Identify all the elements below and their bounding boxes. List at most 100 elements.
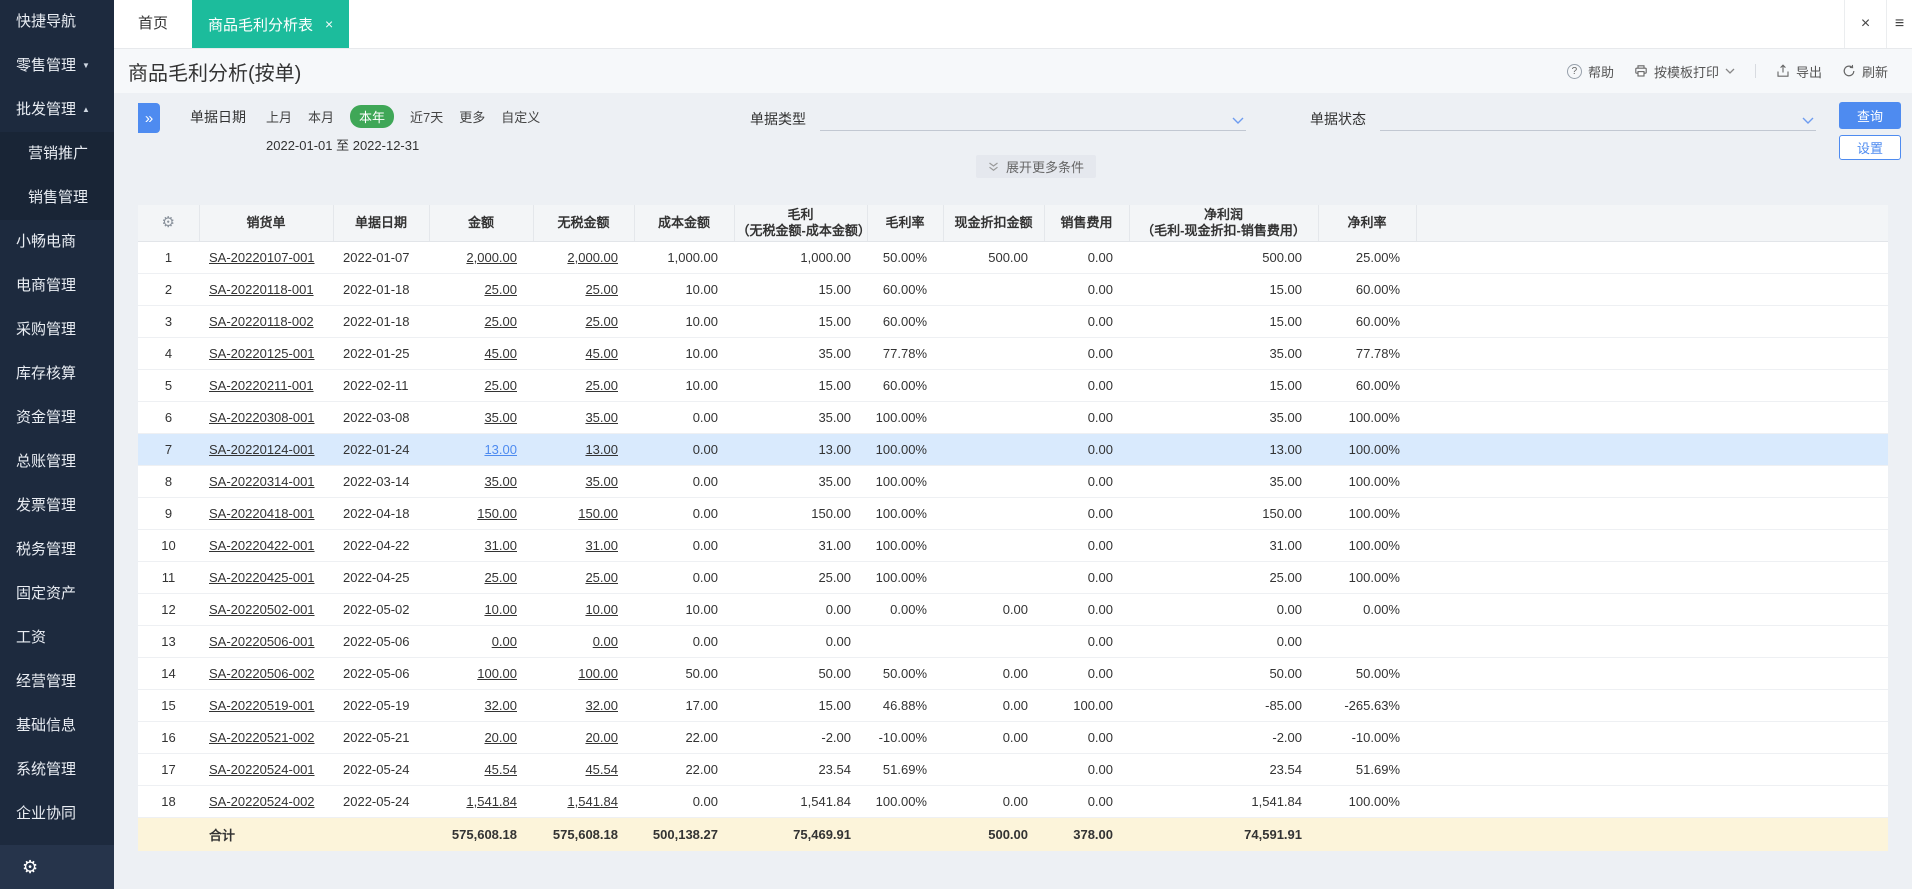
sidebar-item-12[interactable]: 税务管理 bbox=[0, 528, 114, 572]
order-link[interactable]: SA-20220118-002 bbox=[209, 313, 314, 329]
tax_free-link[interactable]: 31.00 bbox=[585, 537, 618, 553]
amount-link[interactable]: 10.00 bbox=[484, 601, 517, 617]
order-link[interactable]: SA-20220506-002 bbox=[209, 665, 315, 681]
doc-type-select[interactable] bbox=[820, 107, 1246, 131]
table-row[interactable]: 9 SA-20220418-001 2022-04-18 150.00 150.00 0.… bbox=[138, 497, 1888, 530]
tax_free-link[interactable]: 35.00 bbox=[585, 409, 618, 425]
sidebar-item-10[interactable]: 总账管理 bbox=[0, 440, 114, 484]
date-quick-option-4[interactable]: 更多 bbox=[459, 110, 486, 125]
order-link[interactable]: SA-20220118-001 bbox=[209, 281, 314, 297]
order-link[interactable]: SA-20220422-001 bbox=[209, 537, 315, 553]
date-quick-option-2[interactable]: 本年 bbox=[350, 105, 395, 128]
amount-link[interactable]: 150.00 bbox=[477, 505, 517, 521]
tax_free-link[interactable]: 45.54 bbox=[585, 761, 618, 777]
settings-button[interactable]: 设置 bbox=[1839, 135, 1901, 160]
sidebar-item-5[interactable]: 小畅电商 bbox=[0, 220, 114, 264]
order-link[interactable]: SA-20220125-001 bbox=[209, 345, 315, 361]
column-header-tax_free[interactable]: 无税金额 bbox=[533, 205, 635, 242]
sidebar-item-7[interactable]: 采购管理 bbox=[0, 308, 114, 352]
sidebar-item-2[interactable]: 批发管理 ▲ bbox=[0, 88, 114, 132]
amount-link[interactable]: 0.00 bbox=[491, 633, 517, 649]
sidebar-item-1[interactable]: 零售管理 ▼ bbox=[0, 44, 114, 88]
date-range-text[interactable]: 2022-01-01 至 2022-12-31 bbox=[266, 138, 420, 153]
order-link[interactable]: SA-20220519-001 bbox=[209, 697, 315, 713]
column-header-gross[interactable]: 毛利 （无税金额-成本金额） bbox=[734, 205, 871, 242]
tax_free-link[interactable]: 100.00 bbox=[578, 665, 618, 681]
tax_free-link[interactable]: 25.00 bbox=[585, 313, 618, 329]
sidebar-item-15[interactable]: 经营管理 bbox=[0, 660, 114, 704]
column-header-expense[interactable]: 销售费用 bbox=[1044, 205, 1130, 242]
table-row[interactable]: 3 SA-20220118-002 2022-01-18 25.00 25.00 10.0… bbox=[138, 305, 1888, 338]
tab-list-menu-icon[interactable]: ≡ bbox=[1886, 0, 1912, 48]
order-link[interactable]: SA-20220425-001 bbox=[209, 569, 315, 585]
column-header-cost[interactable]: 成本金额 bbox=[634, 205, 735, 242]
column-header-net[interactable]: 净利润 （毛利-现金折扣-销售费用） bbox=[1129, 205, 1319, 242]
tax_free-link[interactable]: 25.00 bbox=[585, 281, 618, 297]
print-template-button[interactable]: 按模板打印 bbox=[1634, 62, 1735, 81]
table-row[interactable]: 13 SA-20220506-001 2022-05-06 0.00 0.00 0.00 0… bbox=[138, 625, 1888, 658]
table-row[interactable]: 1 SA-20220107-001 2022-01-07 2,000.00 2,000.… bbox=[138, 241, 1888, 274]
sidebar-item-0[interactable]: 快捷导航 bbox=[0, 0, 114, 44]
sidebar-item-9[interactable]: 资金管理 bbox=[0, 396, 114, 440]
export-button[interactable]: 导出 bbox=[1776, 62, 1822, 81]
doc-status-select[interactable] bbox=[1380, 107, 1816, 131]
tax_free-link[interactable]: 35.00 bbox=[585, 473, 618, 489]
tax_free-link[interactable]: 150.00 bbox=[578, 505, 618, 521]
sidebar-item-16[interactable]: 基础信息 bbox=[0, 704, 114, 748]
settings-gear-icon[interactable]: ⚙ bbox=[22, 856, 39, 877]
order-link[interactable]: SA-20220524-001 bbox=[209, 761, 315, 777]
sidebar-item-18[interactable]: 企业协同 bbox=[0, 792, 114, 836]
table-row[interactable]: 15 SA-20220519-001 2022-05-19 32.00 32.00 17.… bbox=[138, 689, 1888, 722]
help-button[interactable]: ? 帮助 bbox=[1566, 62, 1614, 81]
date-quick-option-1[interactable]: 本月 bbox=[308, 110, 335, 125]
tax_free-link[interactable]: 1,541.84 bbox=[567, 793, 618, 809]
order-link[interactable]: SA-20220418-001 bbox=[209, 505, 315, 521]
column-settings-gear-icon[interactable]: ⚙ bbox=[161, 213, 175, 231]
tax_free-link[interactable]: 0.00 bbox=[592, 633, 618, 649]
amount-link[interactable]: 31.00 bbox=[484, 537, 517, 553]
tax_free-link[interactable]: 10.00 bbox=[585, 601, 618, 617]
table-row[interactable]: 17 SA-20220524-001 2022-05-24 45.54 45.54 22.… bbox=[138, 753, 1888, 786]
amount-link[interactable]: 25.00 bbox=[484, 313, 517, 329]
amount-link[interactable]: 35.00 bbox=[484, 473, 517, 489]
amount-link[interactable]: 45.00 bbox=[484, 345, 517, 361]
order-link[interactable]: SA-20220506-001 bbox=[209, 633, 315, 649]
table-row[interactable]: 2 SA-20220118-001 2022-01-18 25.00 25.00 10.0… bbox=[138, 273, 1888, 306]
table-row[interactable]: 7 SA-20220124-001 2022-01-24 13.00 13.00 0.00… bbox=[138, 433, 1888, 466]
order-link[interactable]: SA-20220502-001 bbox=[209, 601, 315, 617]
amount-link[interactable]: 25.00 bbox=[484, 569, 517, 585]
amount-link[interactable]: 20.00 bbox=[484, 729, 517, 745]
amount-link[interactable]: 32.00 bbox=[484, 697, 517, 713]
table-row[interactable]: 11 SA-20220425-001 2022-04-25 25.00 25.00 0.0… bbox=[138, 561, 1888, 594]
order-link[interactable]: SA-20220314-001 bbox=[209, 473, 315, 489]
table-row[interactable]: 16 SA-20220521-002 2022-05-21 20.00 20.00 22.… bbox=[138, 721, 1888, 754]
collapse-filter-handle[interactable]: » bbox=[138, 103, 160, 133]
amount-link[interactable]: 25.00 bbox=[484, 377, 517, 393]
date-quick-option-3[interactable]: 近7天 bbox=[410, 110, 444, 125]
column-header-gross_rate[interactable]: 毛利率 bbox=[867, 205, 944, 242]
order-link[interactable]: SA-20220524-002 bbox=[209, 793, 315, 809]
sidebar-item-17[interactable]: 系统管理 bbox=[0, 748, 114, 792]
sidebar-item-4[interactable]: 销售管理 bbox=[0, 176, 114, 220]
table-row[interactable]: 12 SA-20220502-001 2022-05-02 10.00 10.00 10.… bbox=[138, 593, 1888, 626]
amount-link[interactable]: 25.00 bbox=[484, 281, 517, 297]
sidebar-item-13[interactable]: 固定资产 bbox=[0, 572, 114, 616]
order-link[interactable]: SA-20220107-001 bbox=[209, 249, 315, 265]
column-header-cash_discount[interactable]: 现金折扣金额 bbox=[943, 205, 1045, 242]
tab-close-icon[interactable]: × bbox=[325, 16, 334, 32]
amount-link[interactable]: 100.00 bbox=[477, 665, 517, 681]
amount-link[interactable]: 35.00 bbox=[484, 409, 517, 425]
table-row[interactable]: 5 SA-20220211-001 2022-02-11 25.00 25.00 10.0… bbox=[138, 369, 1888, 402]
order-link[interactable]: SA-20220308-001 bbox=[209, 409, 315, 425]
column-header-order[interactable]: 销货单 bbox=[199, 205, 334, 242]
tax_free-link[interactable]: 45.00 bbox=[585, 345, 618, 361]
query-button[interactable]: 查询 bbox=[1839, 102, 1901, 129]
tab-product-profit-analysis[interactable]: 商品毛利分析表 × bbox=[192, 0, 350, 48]
table-row[interactable]: 6 SA-20220308-001 2022-03-08 35.00 35.00 0.00… bbox=[138, 401, 1888, 434]
column-header-amount[interactable]: 金额 bbox=[429, 205, 534, 242]
order-link[interactable]: SA-20220521-002 bbox=[209, 729, 315, 745]
table-row[interactable]: 18 SA-20220524-002 2022-05-24 1,541.84 1,541… bbox=[138, 785, 1888, 818]
order-link[interactable]: SA-20220211-001 bbox=[209, 377, 314, 393]
sidebar-item-6[interactable]: 电商管理 bbox=[0, 264, 114, 308]
date-quick-option-0[interactable]: 上月 bbox=[266, 110, 293, 125]
